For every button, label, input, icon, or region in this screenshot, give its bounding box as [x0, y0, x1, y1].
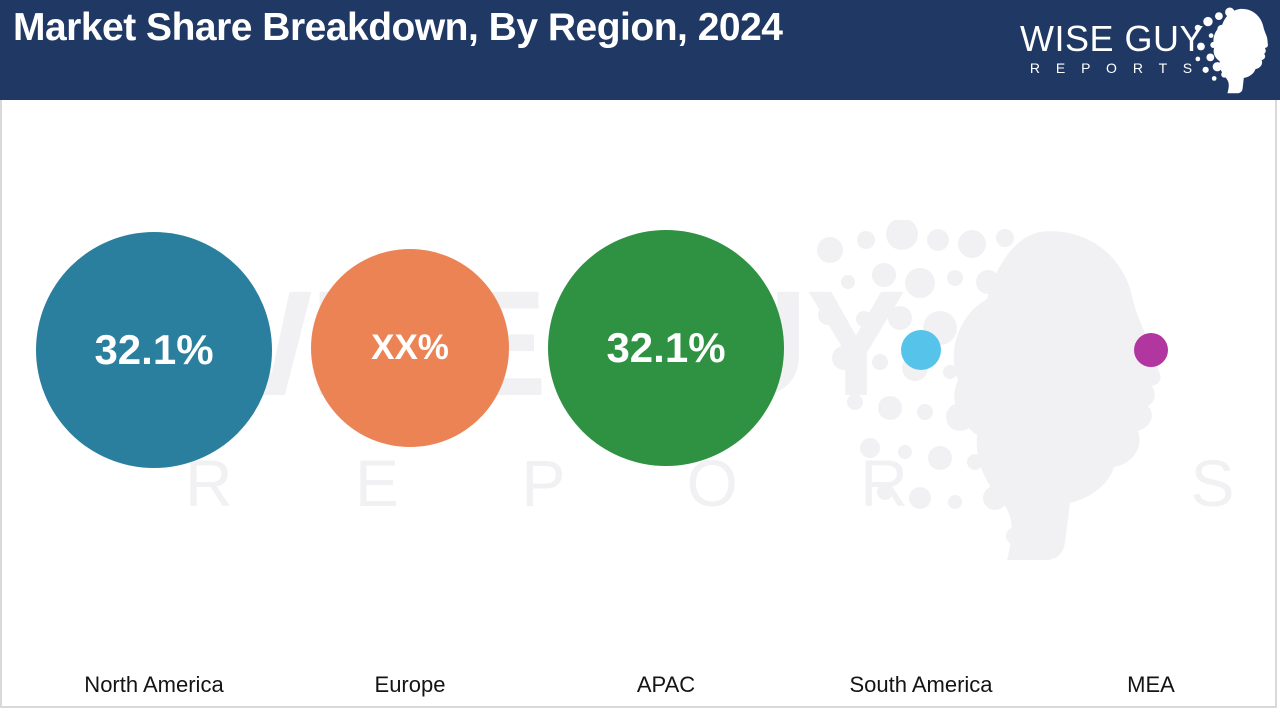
brand-logo: WISE GUY R E P O R T S — [1020, 6, 1268, 94]
bubble-south-america — [901, 330, 941, 370]
bubble-europe: XX% — [311, 249, 509, 447]
bubble-north-america: 32.1% — [36, 232, 272, 468]
brand-head-icon — [1194, 7, 1268, 94]
region-label-europe: Europe — [374, 672, 446, 697]
brand-name: WISE GUY — [1019, 18, 1204, 59]
bubble-value-label: XX% — [371, 328, 449, 367]
bubble-mea — [1134, 333, 1168, 367]
region-label-mea: MEA — [1127, 672, 1175, 697]
region-label-north-america: North America — [84, 672, 224, 697]
header-bar: Market Share Breakdown, By Region, 2024 … — [0, 0, 1280, 100]
watermark-wordmark: WISE GUY — [170, 259, 906, 427]
bubble-apac: 32.1% — [548, 230, 784, 466]
brand-wordmark: WISE GUY R E P O R T S — [1020, 20, 1204, 76]
bubble-value-label: 32.1% — [94, 326, 214, 373]
page-title: Market Share Breakdown, By Region, 2024 — [13, 6, 783, 49]
region-label-south-america: South America — [849, 672, 993, 697]
brand-subtitle: R E P O R T S — [1029, 59, 1199, 76]
region-label-apac: APAC — [636, 672, 696, 697]
bubble-value-label: 32.1% — [606, 324, 726, 371]
watermark-reports-text: R E P O R T S — [185, 446, 1280, 520]
